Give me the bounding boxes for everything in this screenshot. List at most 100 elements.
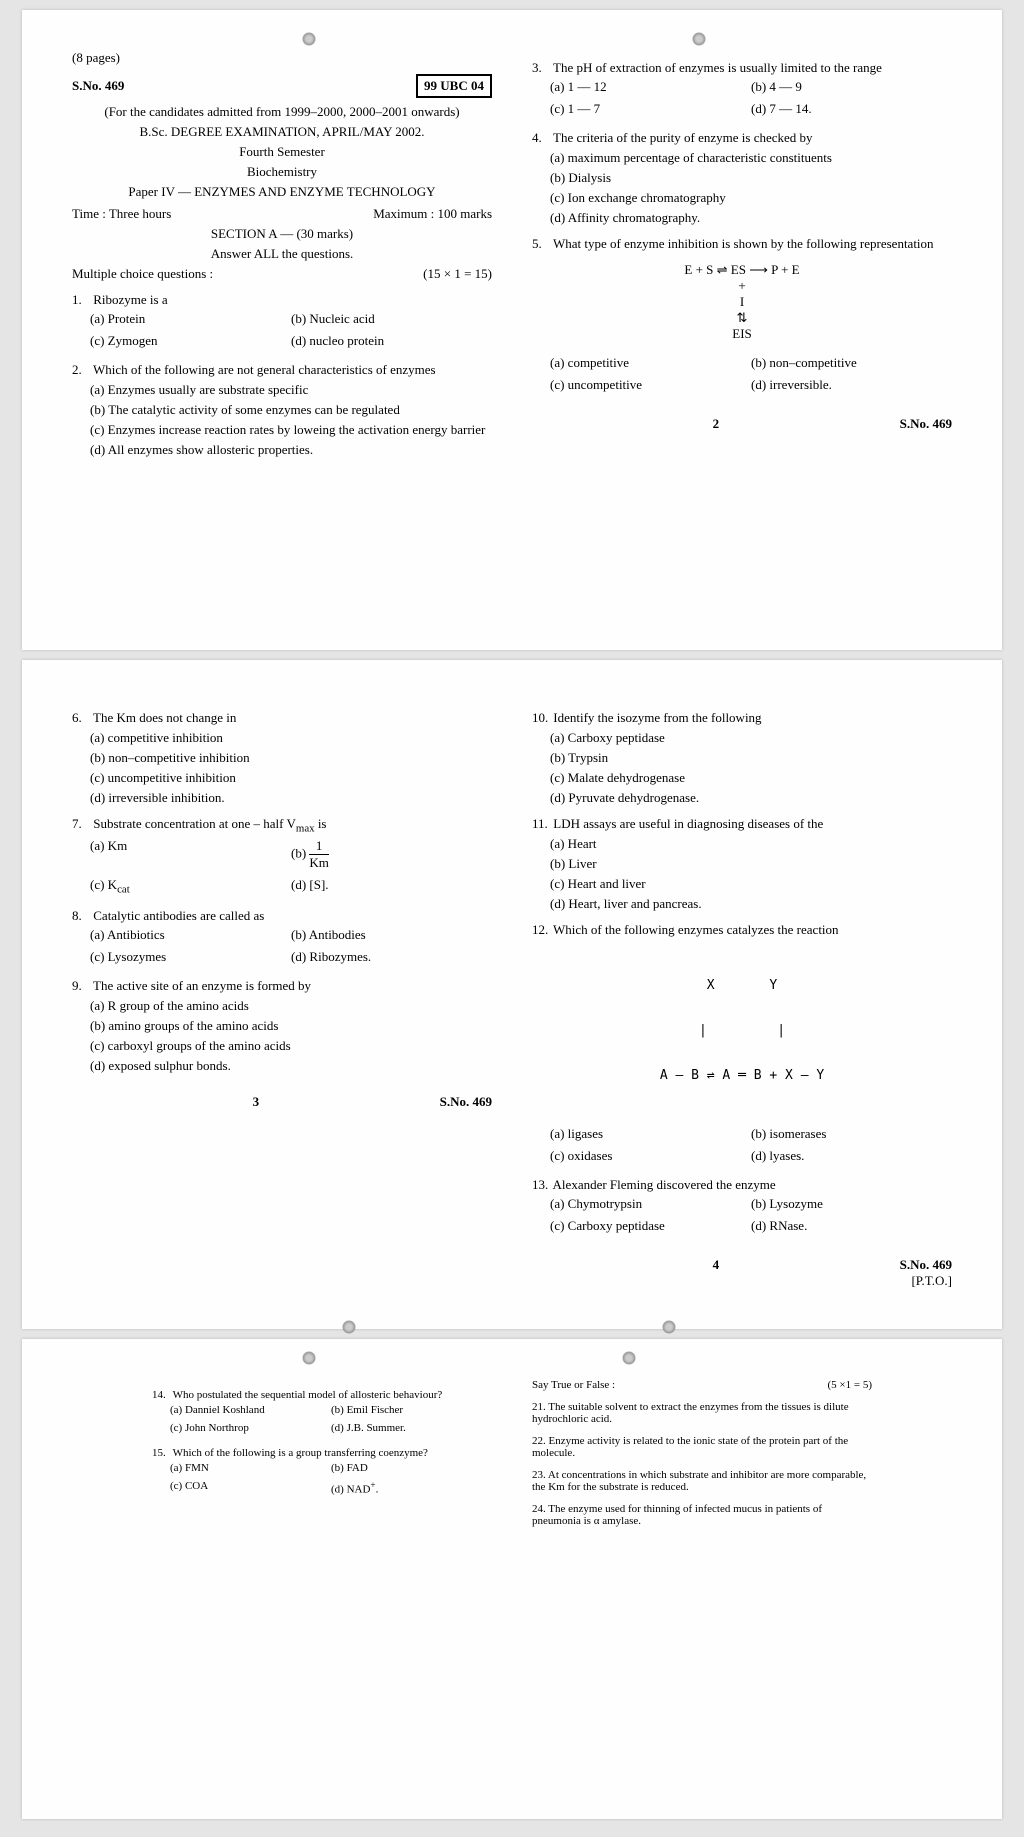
q9-text: The active site of an enzyme is formed b… [93,978,311,993]
q12-text: Which of the following enzymes catalyzes… [553,922,839,937]
q12-eq1: X Y [532,978,952,993]
left-column: 14. Who postulated the sequential model … [152,1379,492,1537]
q1-num: 1. [72,292,90,308]
q11-opt-c: (c) Heart and liver [550,876,952,892]
max-marks: Maximum : 100 marks [373,206,492,222]
q6-opt-c: (c) uncompetitive inhibition [90,770,492,786]
subject: Biochemistry [72,164,492,180]
left-column: 6. The Km does not change in (a) competi… [72,700,492,1289]
question-1: 1. Ribozyme is a (a) Protein (b) Nucleic… [72,292,492,352]
q3-opt-d: (d) 7 — 14. [751,101,952,117]
exam-page-2: 6. The Km does not change in (a) competi… [22,660,1002,1329]
question-15: 15. Which of the following is a group tr… [152,1447,492,1499]
q15-opt-a: (a) FMN [170,1462,331,1474]
q11-text: LDH assays are useful in diagnosing dise… [553,816,823,831]
time: Time : Three hours [72,206,171,222]
q12-opt-d: (d) lyases. [751,1148,952,1164]
q10-opt-c: (c) Malate dehydrogenase [550,770,952,786]
left-column: (8 pages) S.No. 469 99 UBC 04 (For the c… [72,50,492,468]
exam-page-1: (8 pages) S.No. 469 99 UBC 04 (For the c… [22,10,1002,650]
page-footer-2l: 3 S.No. 469 [72,1094,492,1110]
q13-text: Alexander Fleming discovered the enzyme [553,1177,776,1192]
mcq-label: Multiple choice questions : [72,266,213,282]
q13-opt-b: (b) Lysozyme [751,1196,952,1212]
q14-text: Who postulated the sequential model of a… [173,1389,443,1401]
question-4: 4. The criteria of the purity of enzyme … [532,130,952,226]
answer-all: Answer ALL the questions. [72,246,492,262]
q11-opt-d: (d) Heart, liver and pancreas. [550,896,952,912]
q5-eq5: EIS [532,326,952,342]
q1-opt-c: (c) Zymogen [90,333,291,349]
q6-text: The Km does not change in [93,710,236,725]
q3-opt-c: (c) 1 — 7 [550,101,751,117]
q2-opt-d: (d) All enzymes show allosteric properti… [90,442,492,458]
q6-num: 6. [72,710,90,726]
paper-code: 99 UBC 04 [416,74,492,98]
footer-page-num: 4 [713,1257,720,1289]
q13-opt-a: (a) Chymotrypsin [550,1196,751,1212]
q12-opt-c: (c) oxidases [550,1148,751,1164]
q8-opt-a: (a) Antibiotics [90,927,291,943]
q7-num: 7. [72,816,90,832]
page-footer-2r: 4 S.No. 469 [P.T.O.] [532,1257,952,1289]
q8-num: 8. [72,908,90,924]
q15-opt-d: (d) NAD+. [331,1480,492,1496]
q10-opt-b: (b) Trypsin [550,750,952,766]
q1-text: Ribozyme is a [93,292,167,307]
q15-num: 15. [152,1447,170,1459]
q12-equation: X Y | | A — B ⇌ A ═ B + X – Y [532,948,952,1113]
q5-text: What type of enzyme inhibition is shown … [553,236,934,251]
q2-opt-b: (b) The catalytic activity of some enzym… [90,402,492,418]
q15-text: Which of the following is a group transf… [173,1447,428,1459]
question-6: 6. The Km does not change in (a) competi… [72,710,492,806]
footer-sno: S.No. 469 [440,1094,492,1110]
q3-opt-a: (a) 1 — 12 [550,79,751,95]
q7-opt-b: (b) 1Km [291,838,492,871]
q12-opt-a: (a) ligases [550,1126,751,1142]
q4-opt-d: (d) Affinity chromatography. [550,210,952,226]
tf-marks: (5 ×1 = 5) [828,1379,872,1391]
q14-opt-d: (d) J.B. Summer. [331,1422,492,1434]
q4-opt-a: (a) maximum percentage of characteristic… [550,150,952,166]
q2-num: 2. [72,362,90,378]
q5-eq4: ⇅ [532,310,952,326]
q5-opt-a: (a) competitive [550,355,751,371]
tf-q22: 22. Enzyme activity is related to the io… [532,1435,872,1459]
q7-text: Substrate concentration at one – half Vm… [93,816,326,831]
q13-opt-c: (c) Carboxy peptidase [550,1218,751,1234]
q13-num: 13. [532,1177,550,1193]
q5-eq1: E + S ⇌ ES ⟶ P + E [532,262,952,278]
footer-page-num: 3 [253,1094,260,1110]
right-column: Say True or False : (5 ×1 = 5) 21. The s… [532,1379,872,1537]
q14-opt-c: (c) John Northrop [170,1422,331,1434]
q10-num: 10. [532,710,550,726]
q12-opt-b: (b) isomerases [751,1126,952,1142]
q5-equation: E + S ⇌ ES ⟶ P + E + I ⇅ EIS [532,262,952,342]
question-9: 9. The active site of an enzyme is forme… [72,978,492,1074]
q5-num: 5. [532,236,550,252]
q10-opt-a: (a) Carboxy peptidase [550,730,952,746]
q12-eq3: A — B ⇌ A ═ B + X – Y [532,1068,952,1083]
footer-page-num: 2 [713,416,720,432]
q6-opt-b: (b) non–competitive inhibition [90,750,492,766]
pages-count: (8 pages) [72,50,120,65]
footer-sno: S.No. 469 [900,416,952,432]
punch-hole [662,1320,676,1334]
tf-title: Say True or False : [532,1379,615,1391]
q2-opt-c: (c) Enzymes increase reaction rates by l… [90,422,492,438]
q1-opt-a: (a) Protein [90,311,291,327]
q5-opt-b: (b) non–competitive [751,355,952,371]
question-12: 12. Which of the following enzymes catal… [532,922,952,1167]
q4-opt-b: (b) Dialysis [550,170,952,186]
q6-opt-d: (d) irreversible inhibition. [90,790,492,806]
q9-opt-b: (b) amino groups of the amino acids [90,1018,492,1034]
q2-opt-a: (a) Enzymes usually are substrate specif… [90,382,492,398]
q5-opt-d: (d) irreversible. [751,377,952,393]
q6-opt-a: (a) competitive inhibition [90,730,492,746]
q7-opt-c: (c) Kcat [90,877,291,896]
q7-opt-d: (d) [S]. [291,877,492,896]
semester: Fourth Semester [72,144,492,160]
q5-opt-c: (c) uncompetitive [550,377,751,393]
tf-q21: 21. The suitable solvent to extract the … [532,1401,872,1425]
q8-text: Catalytic antibodies are called as [93,908,264,923]
